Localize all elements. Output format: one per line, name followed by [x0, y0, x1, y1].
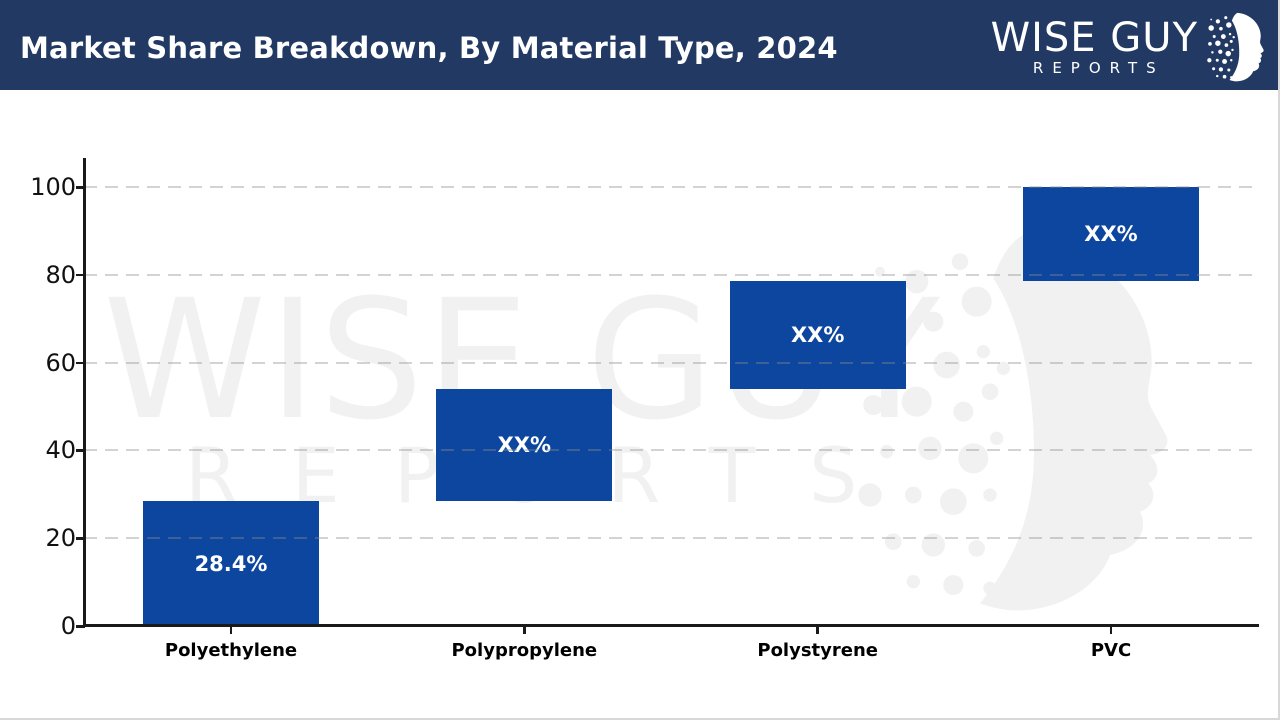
- logo-wordmark: WISE GUY REPORTS: [991, 18, 1198, 76]
- gridline-y100: [84, 186, 1258, 188]
- y-tick-0: [76, 625, 85, 628]
- y-tick-60: [76, 361, 85, 365]
- bar-polystyrene: XX%: [729, 281, 906, 390]
- brand-logo: WISE GUY REPORTS: [991, 7, 1266, 84]
- y-tick-label-0: 0: [60, 612, 76, 640]
- bar-value-label: 28.4%: [194, 551, 268, 576]
- y-tick-100: [76, 186, 85, 189]
- y-tick-label-20: 20: [45, 524, 76, 553]
- y-tick-40: [76, 449, 85, 452]
- x-axis-line: [83, 624, 1259, 627]
- gridline-y80: [84, 273, 1258, 276]
- bar-value-label: XX%: [497, 433, 552, 458]
- bar-polypropylene: XX%: [436, 389, 613, 502]
- page-title: Market Share Breakdown, By Material Type…: [20, 31, 838, 65]
- bar-value-label: XX%: [790, 323, 845, 348]
- logo-wordmark-line1: WISE GUY: [990, 15, 1198, 61]
- y-tick-label-60: 60: [45, 348, 76, 377]
- category-label-polyethylene: Polyethylene: [164, 640, 298, 661]
- x-tick-polypropylene: [523, 627, 526, 634]
- logo-dotted-head-icon: [1202, 11, 1266, 84]
- header: Market Share Breakdown, By Material Type…: [0, 0, 1278, 90]
- y-tick-20: [76, 537, 85, 540]
- y-tick-label-40: 40: [45, 436, 76, 465]
- category-label-polypropylene: Polypropylene: [451, 640, 598, 661]
- y-tick-label-80: 80: [45, 260, 76, 289]
- y-axis-line: [83, 158, 86, 627]
- y-tick-80: [76, 273, 85, 277]
- gridline-y20: [84, 537, 1258, 540]
- x-tick-polyethylene: [229, 627, 233, 634]
- gridline-y40: [84, 449, 1258, 452]
- y-tick-label-100: 100: [30, 173, 76, 201]
- x-tick-polystyrene: [816, 627, 819, 634]
- gridline-y60: [84, 361, 1258, 364]
- category-label-polystyrene: Polystyrene: [757, 640, 878, 661]
- bar-pvc: XX%: [1023, 187, 1199, 282]
- x-tick-pvc: [1109, 627, 1113, 634]
- logo-wordmark-line2: REPORTS: [1032, 59, 1165, 77]
- bar-polyethylene: 28.4%: [143, 501, 319, 626]
- category-label-pvc: PVC: [1090, 640, 1132, 661]
- bar-value-label: XX%: [1084, 222, 1138, 247]
